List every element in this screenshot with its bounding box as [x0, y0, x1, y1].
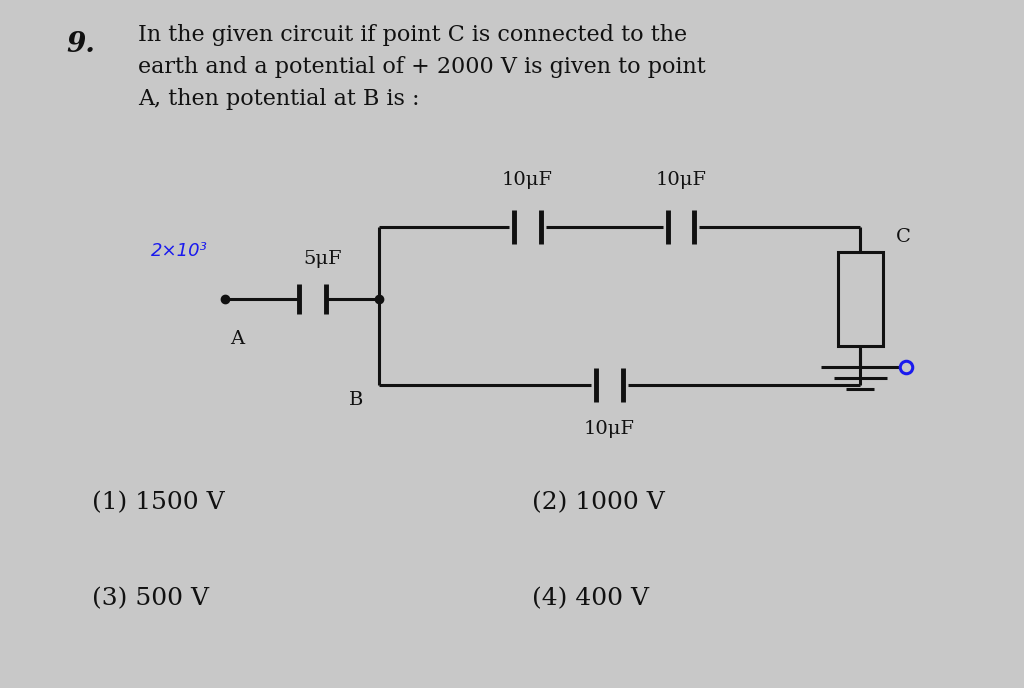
Text: B: B: [349, 391, 364, 409]
Bar: [838, 252, 883, 346]
Text: (1) 1500 V: (1) 1500 V: [92, 491, 225, 514]
Text: 10μF: 10μF: [502, 171, 553, 189]
Text: C: C: [896, 228, 911, 246]
Text: 2×10³: 2×10³: [151, 242, 208, 260]
Text: A: A: [230, 330, 245, 348]
Text: 9.: 9.: [67, 31, 95, 58]
Text: 10μF: 10μF: [584, 420, 635, 438]
Text: (3) 500 V: (3) 500 V: [92, 587, 209, 610]
Text: In the given circuit if point C is connected to the
earth and a potential of + 2: In the given circuit if point C is conne…: [138, 24, 706, 111]
Text: (2) 1000 V: (2) 1000 V: [532, 491, 666, 514]
Text: (4) 400 V: (4) 400 V: [532, 587, 649, 610]
Text: 5μF: 5μF: [303, 250, 342, 268]
Text: 10μF: 10μF: [655, 171, 707, 189]
